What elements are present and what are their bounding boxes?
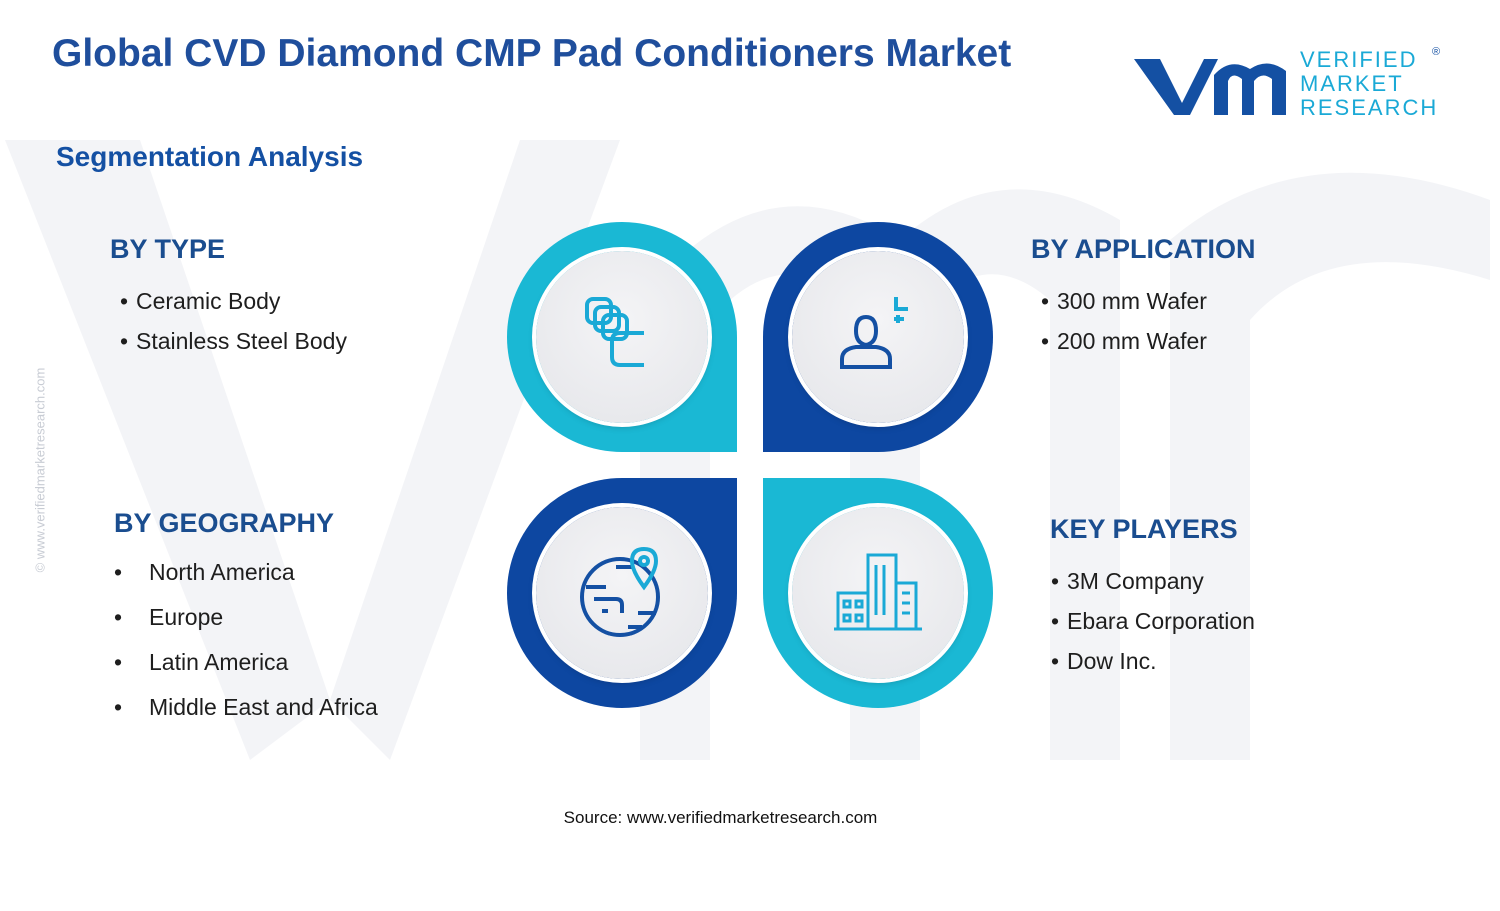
- segment-item: Europe: [149, 604, 224, 630]
- bullet: •: [120, 288, 129, 314]
- segment-item: Stainless Steel Body: [136, 328, 347, 354]
- segment-item: 200 mm Wafer: [1057, 328, 1207, 354]
- bullet: •: [120, 328, 129, 354]
- logo-text: VERIFIED: [1300, 47, 1417, 72]
- bullet: •: [1041, 288, 1050, 314]
- segment-item: North America: [149, 559, 295, 585]
- bullet: •: [114, 649, 123, 675]
- bullet: •: [1041, 328, 1050, 354]
- type-icon: [585, 297, 644, 367]
- segment-title: KEY PLAYERS: [1050, 514, 1238, 544]
- bullet: •: [1051, 608, 1060, 634]
- bullet: •: [114, 559, 123, 585]
- source: Source: www.verifiedmarketresearch.com: [563, 808, 878, 827]
- logo: VERIFIED MARKET RESEARCH ®: [1134, 46, 1440, 120]
- geography-icon: [580, 546, 660, 637]
- segment-item: 3M Company: [1067, 568, 1204, 594]
- segment-item: Ebara Corporation: [1067, 608, 1255, 634]
- segment-shape: [763, 222, 993, 452]
- bullet: •: [1051, 648, 1060, 674]
- segment-title: BY APPLICATION: [1031, 234, 1256, 264]
- bullet: •: [114, 604, 123, 630]
- bullet: •: [1051, 568, 1060, 594]
- icon-circle: [536, 507, 708, 679]
- segment-title: BY TYPE: [110, 234, 226, 264]
- segment-title: BY GEOGRAPHY: [114, 508, 335, 538]
- segment-item: Ceramic Body: [136, 288, 281, 314]
- segment-item: 300 mm Wafer: [1057, 288, 1207, 314]
- players-icon: [834, 553, 922, 631]
- segment-item: Dow Inc.: [1067, 648, 1157, 674]
- logo-text: MARKET: [1300, 71, 1404, 96]
- icon-circle: [792, 507, 964, 679]
- subtitle: Segmentation Analysis: [56, 141, 364, 172]
- side-note: © www.verifiedmarketresearch.com: [32, 367, 48, 573]
- icon-circle: [792, 251, 964, 423]
- application-icon: [840, 297, 908, 369]
- segment-shape: [507, 222, 737, 452]
- segment-shape: [507, 478, 737, 708]
- icon-circle: [536, 251, 708, 423]
- bullet: •: [114, 694, 123, 720]
- segment-shape: [763, 478, 993, 708]
- logo-mark: ®: [1432, 46, 1440, 58]
- logo-text: RESEARCH: [1300, 95, 1438, 120]
- title: Global CVD Diamond CMP Pad Conditioners …: [52, 32, 1012, 75]
- segment-item: Middle East and Africa: [149, 694, 378, 720]
- segment-item: Latin America: [149, 649, 289, 675]
